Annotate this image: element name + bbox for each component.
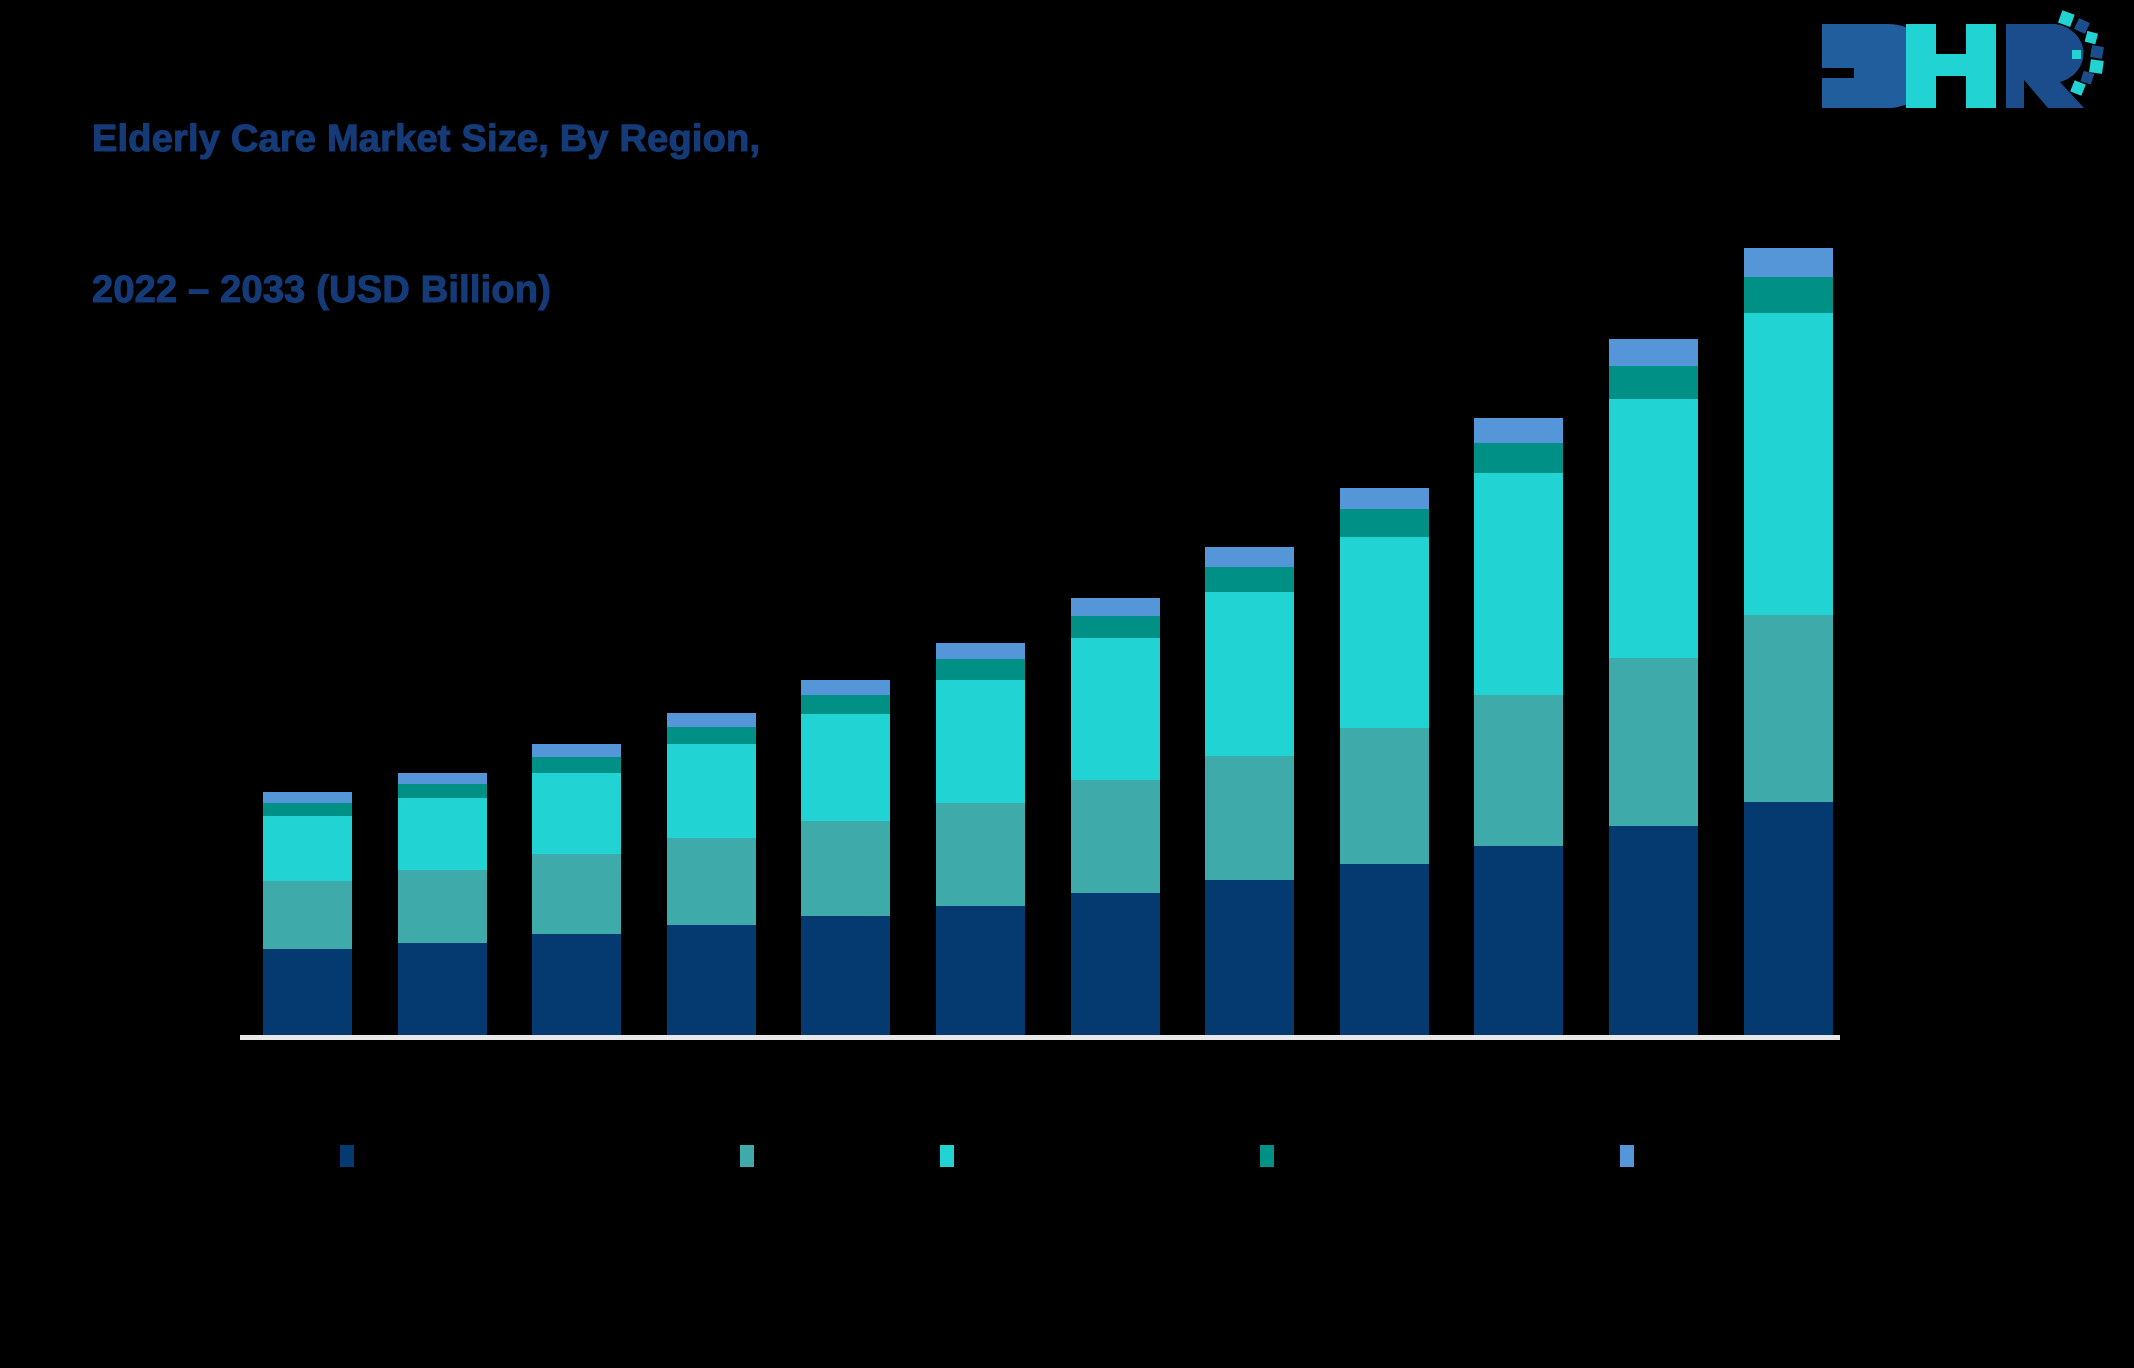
bar-2028 (1070, 597, 1160, 1035)
bar-2033 (1743, 247, 1833, 1035)
bar-2026 (801, 680, 891, 1035)
x-axis-baseline (240, 1035, 1840, 1040)
legend-label: North America (364, 1145, 485, 1166)
bar-segment-latin-america (801, 695, 891, 715)
bar-2031 (1474, 418, 1564, 1035)
legend-swatch-icon (340, 1145, 354, 1167)
bar-segment-latin-america (1474, 442, 1564, 473)
bar-segment-asia-pacific (1474, 472, 1564, 696)
bar-segment-mea (1474, 418, 1564, 443)
bar-2029 (1205, 546, 1295, 1035)
bar-segment-latin-america (532, 756, 622, 773)
bar-segment-north-america (263, 949, 352, 1035)
chart-legend: North America Europe Asia Pacific Latin Ame… (240, 1145, 1860, 1185)
legend-item-mea[interactable]: MEA (1620, 1145, 1685, 1167)
bar-segment-mea (263, 791, 352, 803)
bar-segment-asia-pacific (1339, 536, 1429, 728)
bar-segment-north-america (532, 934, 622, 1035)
bar-2027 (936, 642, 1025, 1035)
bar-segment-asia-pacific (1609, 399, 1698, 659)
bar-segment-north-america (936, 905, 1025, 1035)
bar-segment-asia-pacific (263, 815, 352, 881)
bar-segment-north-america (1339, 864, 1429, 1035)
bar-2024 (532, 744, 622, 1035)
legend-swatch-icon (740, 1145, 754, 1167)
bar-2030 (1339, 487, 1429, 1035)
bar-segment-north-america (1743, 801, 1833, 1035)
bar-segment-mea (666, 712, 756, 727)
page-title: Elderly Care Market Size, By Region, 202… (91, 14, 761, 365)
legend-label: MEA (1644, 1145, 1686, 1166)
bar-segment-europe (801, 820, 891, 916)
bar-segment-mea (936, 642, 1025, 660)
bar-segment-europe (1609, 658, 1698, 826)
legend-item-latin-america[interactable]: Latin America (1260, 1145, 1399, 1167)
bar-2032 (1609, 339, 1698, 1035)
bar-segment-latin-america (666, 726, 756, 745)
bar-segment-north-america (666, 925, 756, 1035)
bar-segment-north-america (1609, 825, 1698, 1035)
bar-segment-latin-america (397, 784, 487, 799)
title-line-1: Elderly Care Market Size, By Region, (91, 118, 761, 161)
bar-segment-mea (1743, 247, 1833, 277)
legend-swatch-icon (1620, 1145, 1634, 1167)
bar-segment-mea (532, 744, 622, 757)
bar-segment-mea (1205, 546, 1295, 567)
bar-segment-asia-pacific (1743, 313, 1833, 616)
legend-label: Asia Pacific (964, 1145, 1063, 1166)
legend-label: Europe (764, 1145, 826, 1166)
bar-segment-europe (1743, 615, 1833, 802)
bar-segment-europe (532, 854, 622, 935)
legend-item-europe[interactable]: Europe (740, 1145, 825, 1167)
bar-segment-mea (1070, 597, 1160, 616)
bar-segment-north-america (1205, 880, 1295, 1035)
bar-segment-north-america (1070, 893, 1160, 1035)
bar-segment-north-america (801, 915, 891, 1035)
bar-segment-mea (1339, 487, 1429, 510)
bar-segment-europe (666, 837, 756, 925)
bar-segment-europe (397, 870, 487, 944)
title-line-2: 2022 – 2033 (USD Billion) (91, 268, 552, 311)
bar-segment-europe (1205, 755, 1295, 880)
legend-label: Latin America (1284, 1145, 1400, 1166)
bar-segment-mea (397, 772, 487, 785)
bar-segment-asia-pacific (936, 680, 1025, 803)
bar-2022 (263, 791, 352, 1035)
bar-segment-latin-america (936, 659, 1025, 681)
bar-segment-latin-america (1205, 566, 1295, 592)
dhr-logo (1810, 6, 2110, 126)
bar-segment-europe (936, 802, 1025, 906)
bar-segment-asia-pacific (397, 798, 487, 871)
bar-segment-latin-america (1743, 276, 1833, 314)
bar-segment-latin-america (1609, 365, 1698, 400)
legend-swatch-icon (1260, 1145, 1274, 1167)
bar-segment-latin-america (263, 802, 352, 816)
bar-segment-mea (801, 680, 891, 696)
bar-2025 (666, 712, 756, 1035)
bar-2023 (397, 772, 487, 1035)
bar-segment-latin-america (1070, 615, 1160, 639)
bar-segment-latin-america (1339, 509, 1429, 537)
bar-segment-asia-pacific (801, 714, 891, 821)
bar-segment-mea (1609, 339, 1698, 366)
bar-segment-europe (1474, 695, 1564, 846)
bar-segment-north-america (1474, 845, 1564, 1035)
bar-segment-asia-pacific (532, 772, 622, 855)
bar-segment-asia-pacific (1205, 591, 1295, 756)
bar-segment-europe (263, 880, 352, 950)
legend-swatch-icon (940, 1145, 954, 1167)
bar-segment-north-america (397, 943, 487, 1035)
bar-segment-asia-pacific (1070, 638, 1160, 781)
bar-segment-europe (1070, 780, 1160, 894)
legend-item-asia-pacific[interactable]: Asia Pacific (940, 1145, 1062, 1167)
bar-segment-asia-pacific (666, 744, 756, 838)
legend-item-north-america[interactable]: North America (340, 1145, 484, 1167)
bar-segment-europe (1339, 727, 1429, 865)
